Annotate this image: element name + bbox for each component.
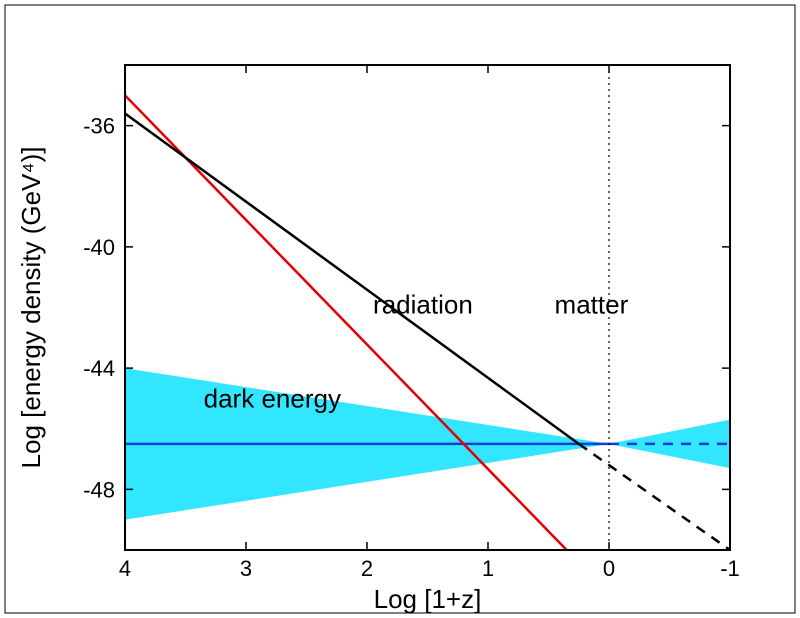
x-tick-label: 2	[361, 556, 373, 581]
y-tick-label: -40	[83, 235, 115, 260]
y-axis-label: Log [energy density (GeV⁴)]	[16, 147, 46, 469]
x-tick-label: 1	[482, 556, 494, 581]
x-tick-label: 3	[240, 556, 252, 581]
y-tick-label: -36	[83, 114, 115, 139]
x-tick-label: -1	[720, 556, 740, 581]
y-tick-label: -44	[83, 356, 115, 381]
x-axis-label: Log [1+z]	[374, 584, 482, 614]
dark-energy-label: dark energy	[204, 384, 341, 414]
x-tick-label: 0	[603, 556, 615, 581]
matter-label: matter	[555, 290, 629, 320]
energy-density-chart: 4 3 2 1 0 -1 Log [1+z] -48 -44 -40 -36 Log [energy …	[0, 0, 800, 618]
x-tick-label: 4	[119, 556, 131, 581]
radiation-label: radiation	[373, 290, 473, 320]
chart-svg: 4 3 2 1 0 -1 Log [1+z] -48 -44 -40 -36 Log [energy …	[0, 0, 800, 618]
y-tick-label: -48	[83, 477, 115, 502]
